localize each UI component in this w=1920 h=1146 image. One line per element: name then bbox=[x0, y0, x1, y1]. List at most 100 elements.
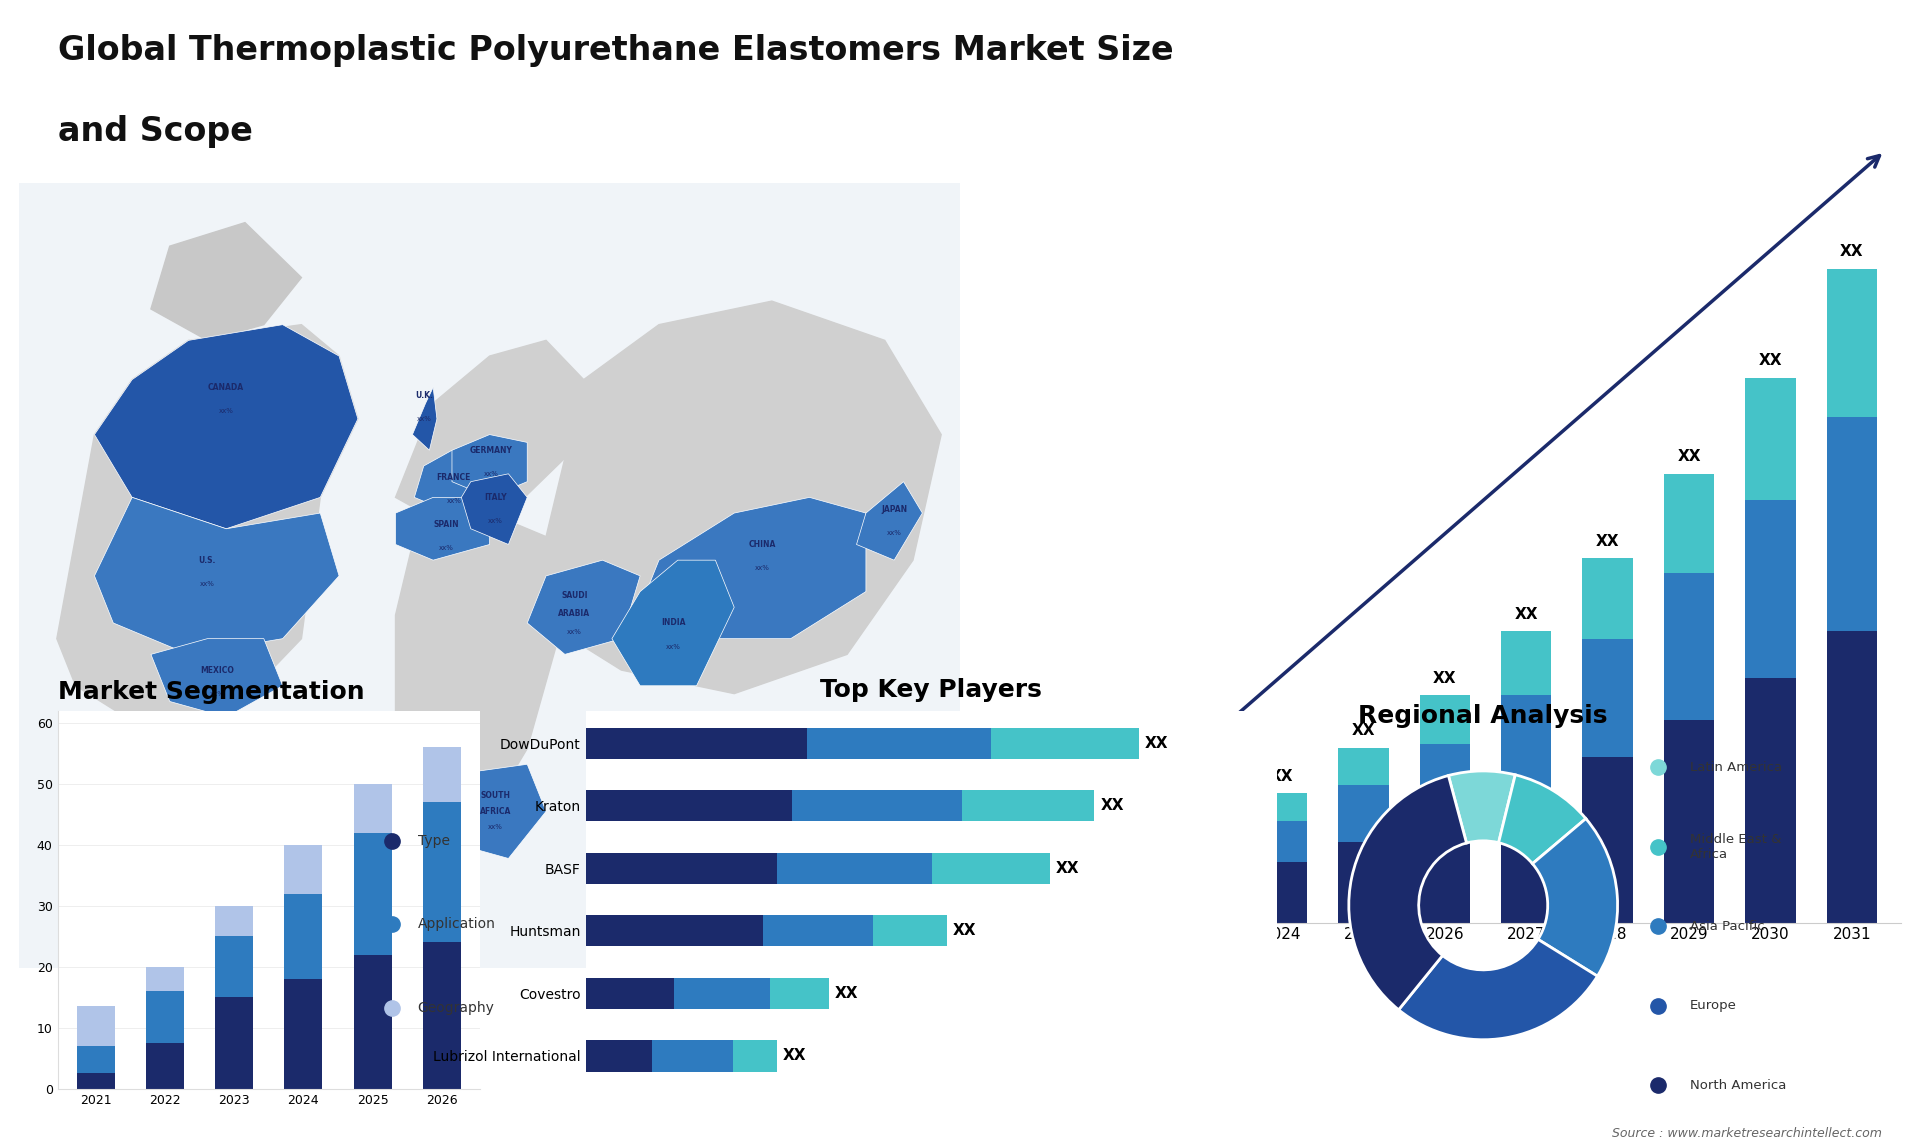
Text: XX: XX bbox=[1144, 736, 1167, 751]
Bar bbox=[1501, 631, 1551, 696]
Text: xx%: xx% bbox=[666, 644, 680, 650]
Bar bbox=[77, 1006, 115, 1046]
Bar bbox=[77, 1074, 115, 1089]
Polygon shape bbox=[152, 638, 282, 717]
Bar bbox=[1501, 790, 1551, 923]
Polygon shape bbox=[413, 387, 438, 450]
Text: xx%: xx% bbox=[440, 545, 453, 551]
Bar bbox=[653, 1041, 733, 1072]
Bar bbox=[422, 942, 461, 1089]
Text: xx%: xx% bbox=[209, 691, 225, 697]
Text: INDIA: INDIA bbox=[660, 619, 685, 628]
Polygon shape bbox=[94, 497, 340, 654]
Bar bbox=[284, 845, 323, 894]
Text: xx%: xx% bbox=[488, 824, 503, 830]
Bar bbox=[353, 784, 392, 832]
Bar bbox=[1258, 821, 1308, 863]
Bar bbox=[586, 978, 674, 1008]
Bar bbox=[962, 791, 1094, 822]
Text: SAUDI: SAUDI bbox=[561, 591, 588, 601]
Text: and Scope: and Scope bbox=[58, 115, 252, 148]
Bar bbox=[778, 853, 931, 884]
Polygon shape bbox=[753, 772, 904, 905]
Bar bbox=[1582, 558, 1632, 639]
Polygon shape bbox=[169, 733, 301, 889]
Polygon shape bbox=[612, 560, 733, 685]
Polygon shape bbox=[856, 481, 922, 560]
Bar bbox=[793, 791, 962, 822]
Bar bbox=[422, 747, 461, 802]
Text: Type: Type bbox=[419, 834, 449, 848]
Polygon shape bbox=[396, 513, 564, 811]
Polygon shape bbox=[451, 434, 528, 497]
Text: CANADA: CANADA bbox=[207, 383, 244, 392]
Text: XX: XX bbox=[783, 1049, 806, 1063]
Text: xx%: xx% bbox=[755, 565, 770, 571]
Bar bbox=[586, 853, 778, 884]
Polygon shape bbox=[1655, 73, 1707, 152]
Text: ARABIA: ARABIA bbox=[559, 609, 589, 618]
Bar bbox=[215, 936, 253, 997]
Bar bbox=[1012, 904, 1064, 923]
Bar bbox=[284, 894, 323, 979]
Bar bbox=[770, 978, 829, 1008]
Bar bbox=[1826, 417, 1878, 631]
Wedge shape bbox=[1398, 940, 1597, 1039]
Text: XX: XX bbox=[1100, 799, 1123, 814]
Polygon shape bbox=[545, 301, 941, 693]
Bar bbox=[353, 832, 392, 955]
Wedge shape bbox=[1500, 775, 1586, 864]
Bar bbox=[1094, 857, 1144, 872]
Bar bbox=[586, 1041, 653, 1072]
Bar bbox=[1582, 639, 1632, 758]
Text: XX: XX bbox=[1056, 861, 1079, 876]
Text: AFRICA: AFRICA bbox=[480, 807, 511, 816]
Text: xx%: xx% bbox=[484, 471, 499, 477]
Bar bbox=[1826, 269, 1878, 417]
Text: xx%: xx% bbox=[200, 581, 215, 587]
Text: XX: XX bbox=[1596, 534, 1619, 549]
Bar bbox=[674, 978, 770, 1008]
Text: xx%: xx% bbox=[417, 416, 432, 422]
Bar bbox=[1338, 785, 1388, 842]
Bar bbox=[1826, 631, 1878, 923]
Text: XX: XX bbox=[1839, 244, 1864, 259]
Bar bbox=[1745, 500, 1795, 678]
Wedge shape bbox=[1350, 776, 1467, 1010]
Bar bbox=[1094, 893, 1144, 923]
Text: XX: XX bbox=[835, 986, 858, 1000]
Text: ITALY: ITALY bbox=[484, 493, 507, 502]
Bar bbox=[1338, 748, 1388, 785]
Text: xx%: xx% bbox=[566, 629, 582, 635]
Bar bbox=[1258, 793, 1308, 821]
Polygon shape bbox=[152, 222, 301, 340]
Bar bbox=[806, 728, 991, 759]
Bar bbox=[586, 791, 793, 822]
Polygon shape bbox=[94, 324, 357, 528]
Text: MARKET: MARKET bbox=[1826, 54, 1872, 64]
Bar bbox=[146, 1043, 184, 1089]
Text: XX: XX bbox=[1515, 607, 1538, 622]
Text: Market Segmentation: Market Segmentation bbox=[58, 681, 365, 705]
Bar bbox=[586, 916, 762, 947]
Text: XX: XX bbox=[1352, 723, 1375, 738]
Text: North America: North America bbox=[1690, 1078, 1786, 1091]
Polygon shape bbox=[528, 560, 639, 654]
Bar bbox=[1175, 879, 1225, 923]
Bar bbox=[1419, 744, 1471, 817]
Bar bbox=[1665, 720, 1715, 923]
Bar bbox=[1501, 696, 1551, 790]
Bar bbox=[1012, 890, 1064, 904]
Title: Top Key Players: Top Key Players bbox=[820, 677, 1043, 701]
Text: RESEARCH: RESEARCH bbox=[1820, 83, 1878, 93]
Bar bbox=[1419, 817, 1471, 923]
Bar bbox=[146, 991, 184, 1043]
Text: INTELLECT: INTELLECT bbox=[1826, 111, 1872, 120]
Text: XX: XX bbox=[1271, 769, 1294, 784]
Bar bbox=[1665, 473, 1715, 573]
Bar bbox=[77, 1046, 115, 1074]
Text: U.K.: U.K. bbox=[415, 391, 432, 400]
Title: Regional Analysis: Regional Analysis bbox=[1359, 705, 1607, 729]
Bar bbox=[146, 967, 184, 991]
Text: SOUTH: SOUTH bbox=[480, 791, 511, 800]
